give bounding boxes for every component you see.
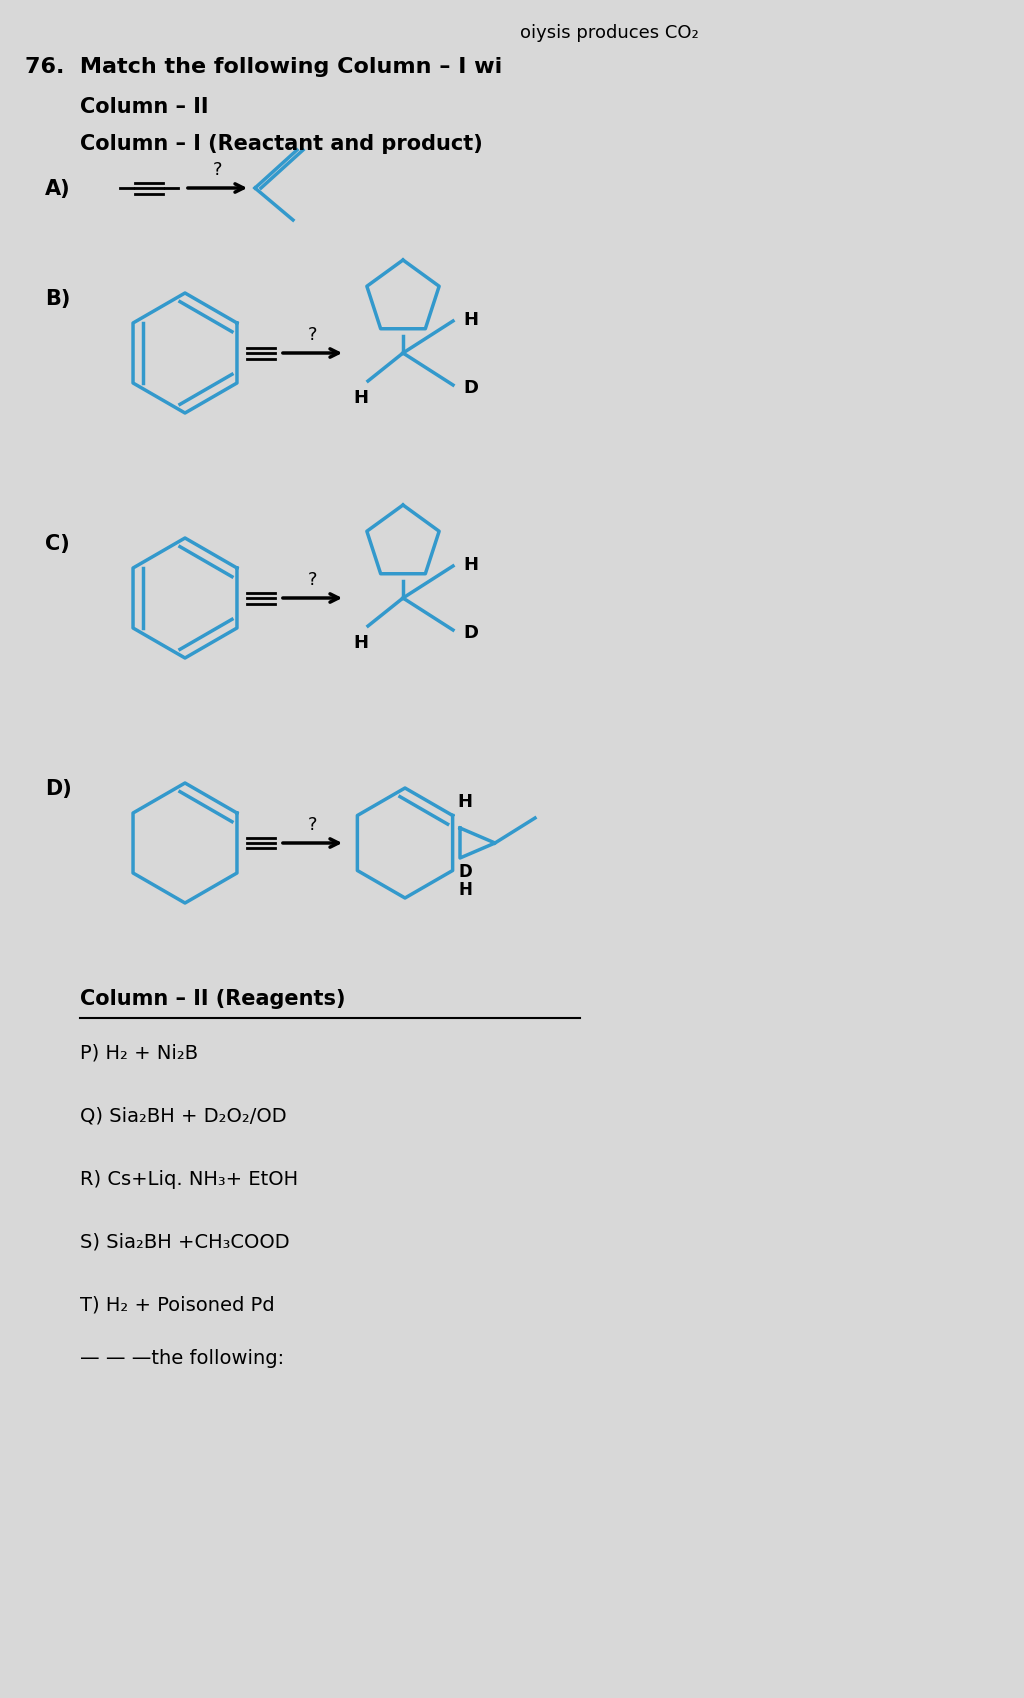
Text: S) Sia₂BH +CH₃COOD: S) Sia₂BH +CH₃COOD xyxy=(80,1233,290,1251)
Text: Q) Sia₂BH + D₂O₂/OD: Q) Sia₂BH + D₂O₂/OD xyxy=(80,1107,287,1126)
Text: H: H xyxy=(463,555,478,574)
Text: R) Cs+Liq. NH₃+ EtOH: R) Cs+Liq. NH₃+ EtOH xyxy=(80,1170,298,1189)
Text: ?: ? xyxy=(308,326,317,343)
Text: C): C) xyxy=(45,533,70,554)
Text: T) H₂ + Poisoned Pd: T) H₂ + Poisoned Pd xyxy=(80,1296,274,1314)
Text: Column – I (Reactant and product): Column – I (Reactant and product) xyxy=(80,134,482,155)
Text: H: H xyxy=(353,633,369,652)
Text: D: D xyxy=(463,623,478,642)
Text: Column – II (Reagents): Column – II (Reagents) xyxy=(80,988,345,1009)
Text: ?: ? xyxy=(308,571,317,589)
Text: ?: ? xyxy=(308,815,317,834)
Text: A): A) xyxy=(45,178,71,199)
Text: — — —the following:: — — —the following: xyxy=(80,1348,284,1367)
Text: H: H xyxy=(458,793,472,810)
Text: ?: ? xyxy=(213,161,222,178)
Text: 76.  Match the following Column – I wi: 76. Match the following Column – I wi xyxy=(25,58,502,76)
Text: Column – II: Column – II xyxy=(80,97,209,117)
Text: D: D xyxy=(458,863,472,881)
Text: D): D) xyxy=(45,779,72,798)
Text: oiysis produces CO₂: oiysis produces CO₂ xyxy=(520,24,698,42)
Text: B): B) xyxy=(45,289,71,309)
Text: D: D xyxy=(463,379,478,397)
Text: H: H xyxy=(353,389,369,408)
Text: H: H xyxy=(458,881,472,898)
Text: P) H₂ + Ni₂B: P) H₂ + Ni₂B xyxy=(80,1043,198,1063)
Text: H: H xyxy=(463,311,478,329)
